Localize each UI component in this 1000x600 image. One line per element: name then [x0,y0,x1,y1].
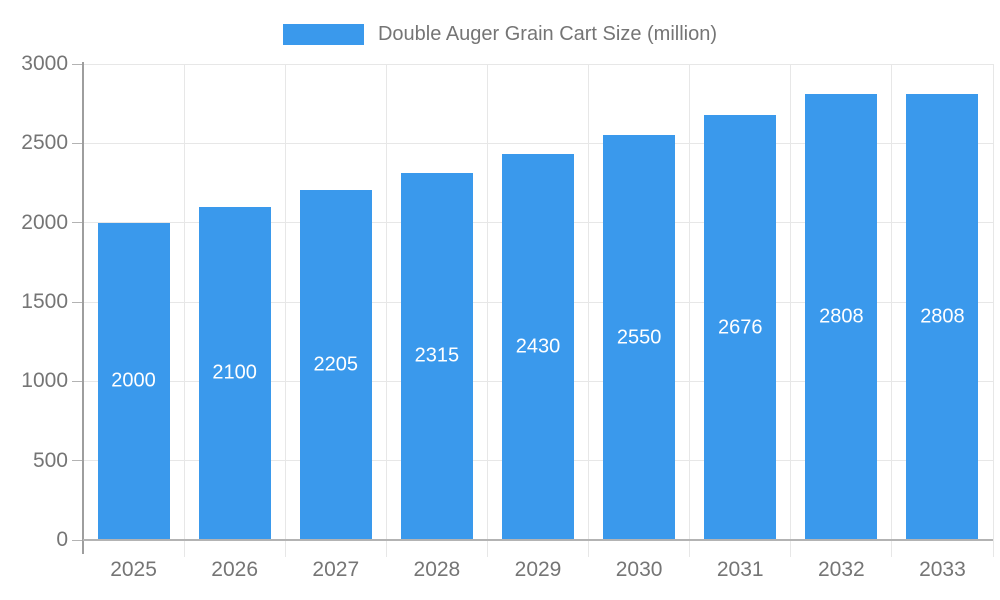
y-tick [72,142,83,144]
legend-swatch[interactable] [282,23,364,45]
bar[interactable] [502,154,574,540]
y-gridline [83,63,993,65]
bar-value-label: 2550 [616,326,662,349]
x-axis-label: 2025 [110,558,157,581]
y-axis-line [82,62,84,554]
x-gridline [385,64,387,540]
plot-area: 0 500 1000 1500 2000 2500 3000 2000 2025 2100 2026… [21,52,994,581]
legend: Double Auger Grain Cart Size (million) [0,20,1000,48]
y-axis-label: 3000 [21,52,68,75]
bar[interactable] [400,172,473,540]
y-axis-label: 2000 [21,210,68,234]
bar-value-label: 2205 [313,353,359,376]
x-tick [284,540,286,557]
bar-value-label: 2000 [111,369,156,392]
x-gridline [486,64,488,540]
x-axis-label: 2033 [919,558,966,581]
y-axis-label: 500 [32,448,68,472]
bar[interactable] [198,206,271,540]
bar-value-label: 2315 [414,344,460,367]
x-axis-label: 2029 [514,558,562,581]
bar[interactable] [704,115,777,540]
x-tick [790,540,792,557]
y-tick [72,460,83,462]
bar[interactable] [805,94,878,540]
x-gridline [588,64,590,540]
y-axis-label: 1000 [21,369,68,393]
legend-label[interactable]: Double Auger Grain Cart Size (million) [377,22,718,45]
y-tick [72,63,83,65]
y-tick [72,301,83,303]
x-axis-label: 2026 [211,558,259,581]
y-axis-label: 2500 [21,131,68,155]
bar[interactable] [299,190,372,540]
x-axis-label: 2027 [312,558,360,581]
y-tick [72,380,83,382]
bar[interactable] [97,222,170,540]
y-axis-label: 0 [56,528,68,551]
x-gridline [992,64,994,540]
x-axis-label: 2028 [413,558,461,581]
x-tick [588,540,590,557]
bar[interactable] [603,135,676,540]
x-axis-label: 2032 [817,558,865,581]
bar-value-label: 2430 [515,335,561,358]
x-axis-label: 2031 [716,558,764,581]
bar-value-label: 2676 [717,316,763,339]
x-tick [891,540,893,557]
y-gridline [83,142,993,144]
bar-value-label: 2100 [212,361,257,384]
x-tick [385,540,387,557]
y-axis-label: 1500 [21,290,68,313]
y-tick [72,539,83,541]
x-gridline [183,64,185,540]
x-tick [183,540,185,557]
x-gridline [689,64,691,540]
x-gridline [891,64,893,540]
bar[interactable] [906,94,979,540]
x-axis-label: 2030 [615,558,663,581]
x-gridline [790,64,792,540]
x-gridline [284,64,286,540]
x-tick [486,540,488,557]
x-tick [992,540,994,557]
x-tick [689,540,691,557]
y-tick [72,222,83,224]
bar-value-label: 2808 [819,305,864,328]
x-axis-line [83,539,993,541]
bar-value-label: 2808 [920,305,965,328]
